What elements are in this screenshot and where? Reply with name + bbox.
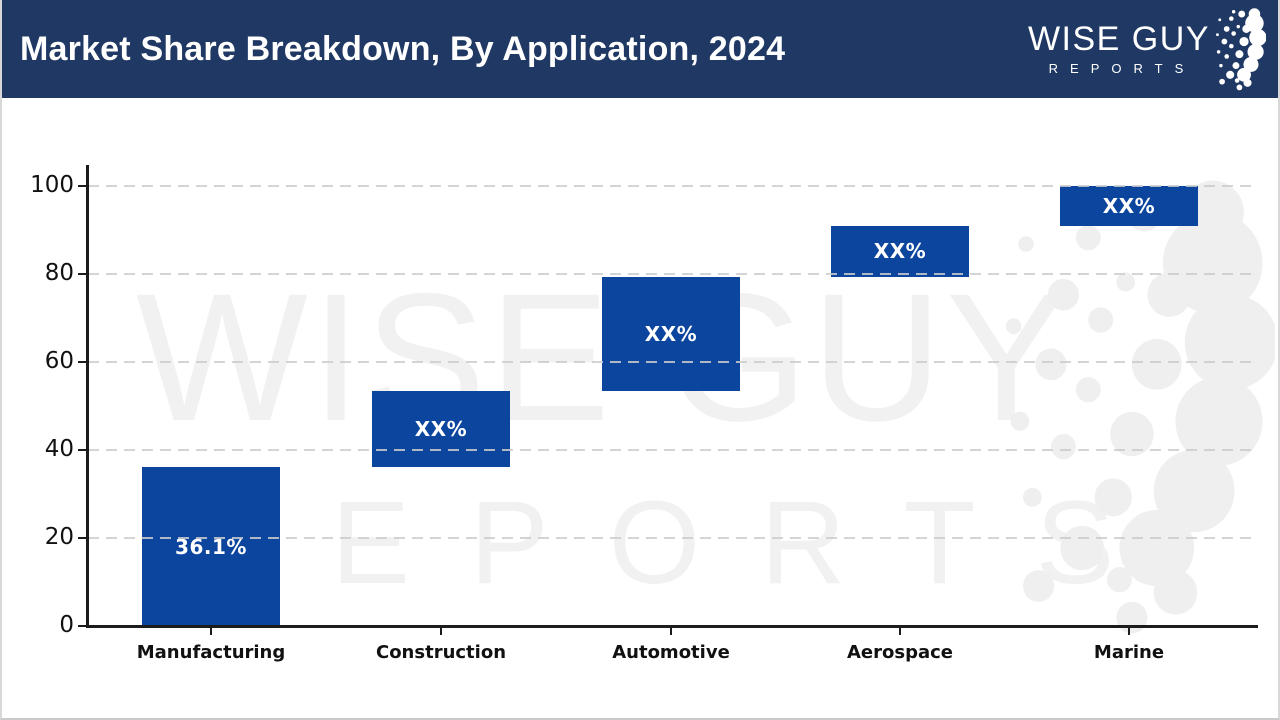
bar-marine: XX% xyxy=(1060,186,1198,226)
x-tick-construction xyxy=(440,628,442,635)
chart-title: Market Share Breakdown, By Application, … xyxy=(20,29,786,68)
x-tick-label-marine: Marine xyxy=(1093,642,1165,663)
y-tick-20 xyxy=(78,537,87,539)
brand-logo: WISE GUY REPORTS xyxy=(1028,6,1266,92)
bar-label-automotive: XX% xyxy=(644,321,698,346)
y-tick-label-20: 20 xyxy=(44,524,74,550)
y-tick-40 xyxy=(78,449,87,451)
y-tick-label-40: 40 xyxy=(44,436,74,462)
gridline-100 xyxy=(88,185,1258,187)
y-tick-60 xyxy=(78,361,87,363)
x-tick-automotive xyxy=(670,628,672,635)
y-tick-label-60: 60 xyxy=(44,348,74,374)
x-tick-label-manufacturing: Manufacturing xyxy=(136,642,286,663)
y-axis-line xyxy=(86,165,89,628)
logo-dot-face-icon xyxy=(1216,8,1266,91)
bar-construction: XX% xyxy=(372,390,510,468)
x-tick-manufacturing xyxy=(210,628,212,635)
gridline-80 xyxy=(88,273,1258,275)
gridline-20 xyxy=(88,537,1258,539)
y-tick-100 xyxy=(78,185,87,187)
logo-wordmark-line1: WISE GUY xyxy=(1027,20,1210,58)
y-tick-80 xyxy=(78,273,87,275)
y-tick-label-0: 0 xyxy=(59,612,74,638)
gridline-40 xyxy=(88,449,1258,451)
watermark-wordmark-line2: REPORTS xyxy=(186,477,1175,609)
x-axis-line xyxy=(86,625,1258,628)
x-tick-label-automotive: Automotive xyxy=(612,642,730,663)
logo-wordmark: WISE GUY REPORTS xyxy=(1028,22,1210,76)
bar-label-aerospace: XX% xyxy=(873,239,927,264)
y-tick-label-100: 100 xyxy=(30,172,74,198)
waterfall-chart: WISE GUY REPORTS 0 20 40 60 80 100 36.1% Manufa… xyxy=(0,98,1280,720)
watermark-dot-face-icon xyxy=(1005,180,1275,634)
y-tick-label-80: 80 xyxy=(44,260,74,286)
x-tick-aerospace xyxy=(899,628,901,635)
bar-manufacturing: 36.1% xyxy=(142,467,280,626)
logo-wordmark-line2: REPORTS xyxy=(1048,61,1196,76)
y-tick-0 xyxy=(78,625,87,627)
header-bar: Market Share Breakdown, By Application, … xyxy=(0,0,1280,98)
bar-automotive: XX% xyxy=(602,276,740,391)
bar-label-construction: XX% xyxy=(414,416,468,441)
gridline-60 xyxy=(88,361,1258,363)
bar-label-marine: XX% xyxy=(1102,193,1156,218)
bar-aerospace: XX% xyxy=(831,225,969,277)
x-tick-label-construction: Construction xyxy=(375,642,507,663)
x-tick-marine xyxy=(1128,628,1130,635)
x-tick-label-aerospace: Aerospace xyxy=(846,642,953,663)
